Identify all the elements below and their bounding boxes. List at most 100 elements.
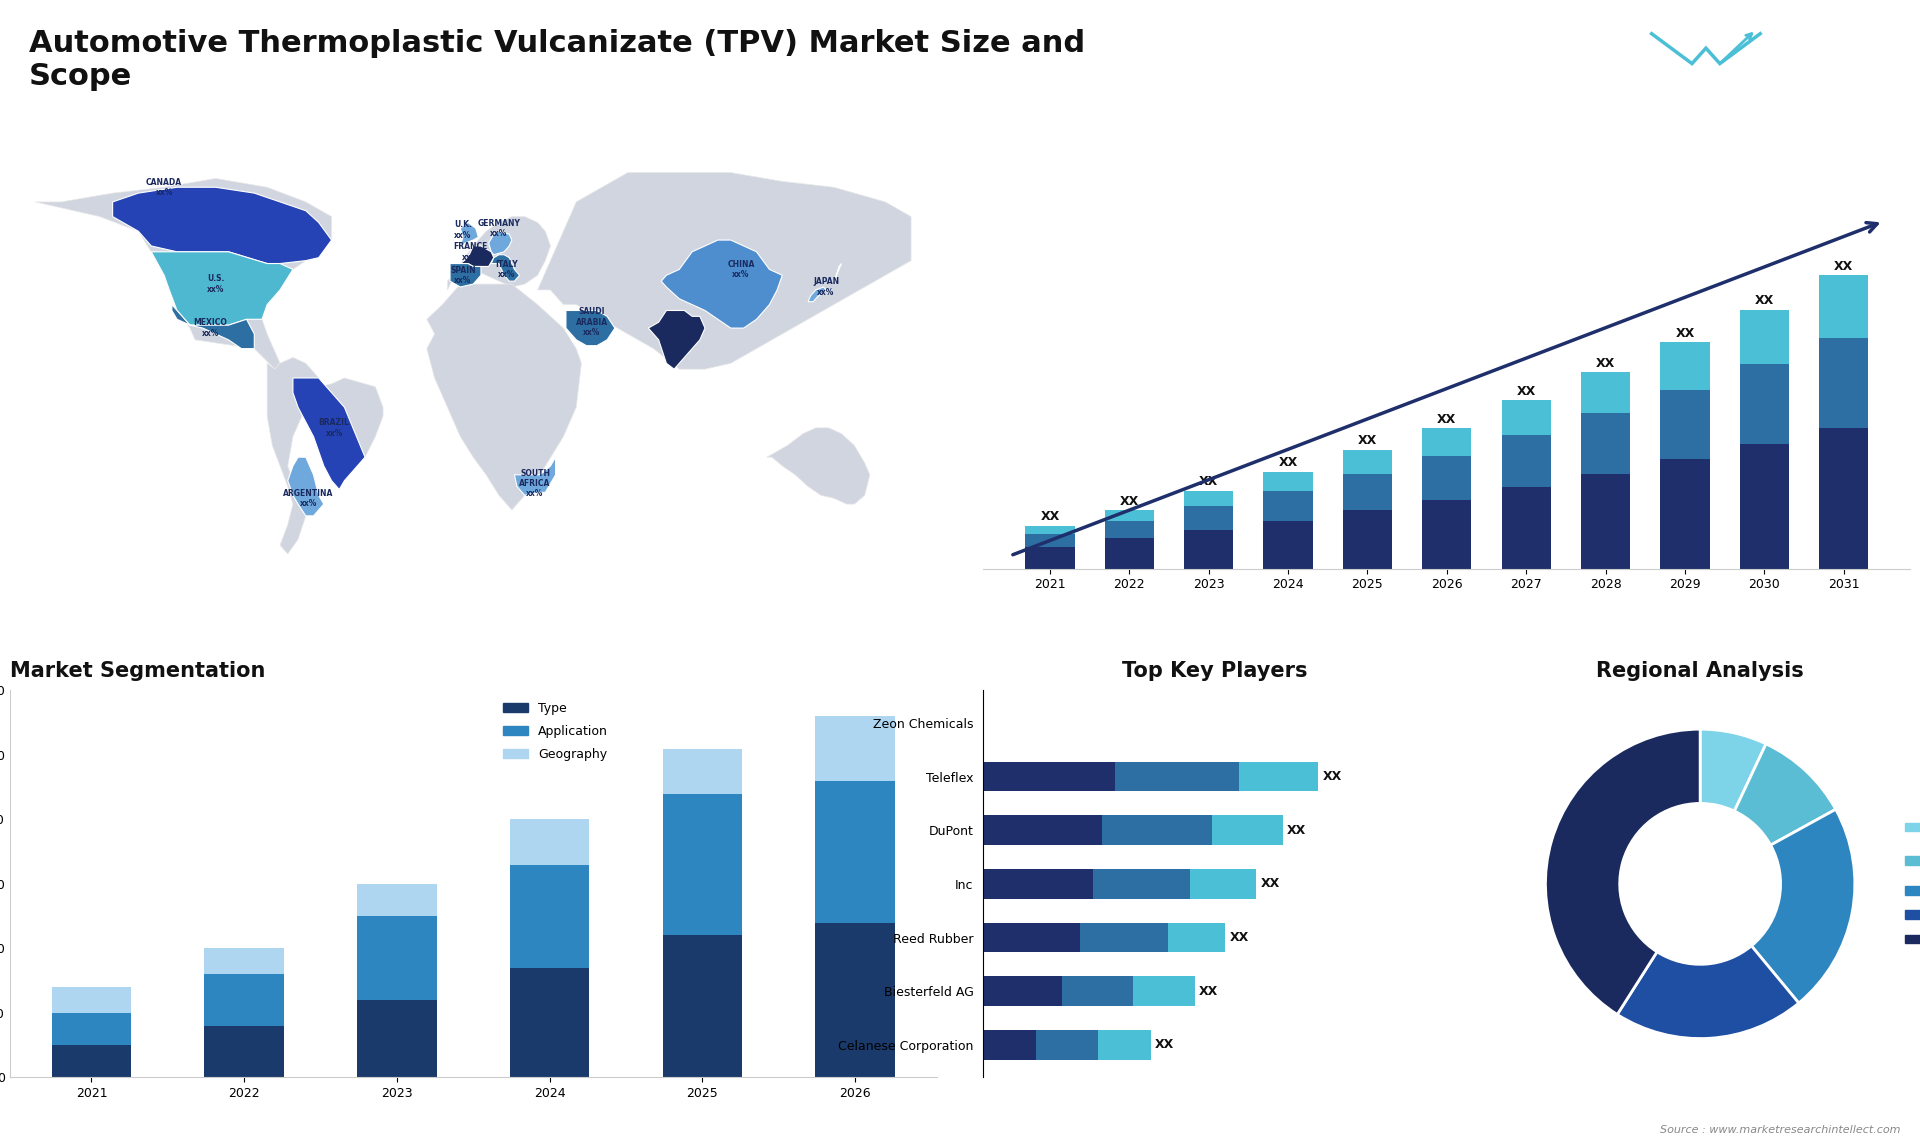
Bar xyxy=(1501,435,1551,487)
Bar xyxy=(511,819,589,864)
Polygon shape xyxy=(649,311,705,369)
Bar xyxy=(1102,816,1212,845)
Bar xyxy=(1423,500,1471,568)
Bar xyxy=(511,864,589,967)
Text: XX: XX xyxy=(1755,295,1774,307)
Wedge shape xyxy=(1617,945,1799,1038)
Title: Regional Analysis: Regional Analysis xyxy=(1596,660,1805,681)
Polygon shape xyxy=(447,217,551,290)
Bar xyxy=(1740,309,1789,363)
Polygon shape xyxy=(449,264,480,286)
Polygon shape xyxy=(833,264,841,281)
Text: XX: XX xyxy=(1834,260,1853,273)
Bar xyxy=(1818,429,1868,568)
Bar xyxy=(1212,816,1283,845)
Bar xyxy=(983,923,1081,952)
Bar xyxy=(1104,510,1154,521)
Text: INDIA
xx%: INDIA xx% xyxy=(666,330,691,350)
Bar xyxy=(1037,1030,1098,1060)
Text: CANADA
xx%: CANADA xx% xyxy=(146,178,182,197)
Polygon shape xyxy=(660,240,781,328)
Bar xyxy=(1661,343,1709,390)
Bar xyxy=(1342,473,1392,510)
Bar xyxy=(1185,507,1233,529)
Bar xyxy=(204,974,284,1026)
Bar xyxy=(662,748,741,794)
Polygon shape xyxy=(515,457,555,495)
Text: MARKET: MARKET xyxy=(1789,36,1836,45)
Wedge shape xyxy=(1734,744,1836,845)
Text: XX: XX xyxy=(1438,413,1457,426)
Bar xyxy=(1133,976,1194,1006)
Text: MEXICO
xx%: MEXICO xx% xyxy=(194,319,227,338)
Text: XX: XX xyxy=(1041,510,1060,523)
Bar xyxy=(1238,762,1317,791)
Polygon shape xyxy=(461,246,493,267)
Text: XX: XX xyxy=(1200,476,1219,488)
Bar xyxy=(52,987,131,1013)
Wedge shape xyxy=(1699,729,1766,811)
Polygon shape xyxy=(538,173,912,369)
Bar xyxy=(204,949,284,974)
Text: Automotive Thermoplastic Vulcanizate (TPV) Market Size and
Scope: Automotive Thermoplastic Vulcanizate (TP… xyxy=(29,29,1085,92)
Bar xyxy=(816,780,895,923)
Bar xyxy=(1818,338,1868,429)
Bar xyxy=(511,967,589,1077)
Bar xyxy=(983,869,1092,898)
Text: XX: XX xyxy=(1286,824,1306,837)
Bar xyxy=(1263,490,1313,521)
Wedge shape xyxy=(1751,809,1855,1003)
Text: XX: XX xyxy=(1323,770,1342,783)
Bar xyxy=(1818,275,1868,338)
Text: JAPAN
xx%: JAPAN xx% xyxy=(812,277,839,297)
Text: BRAZIL
xx%: BRAZIL xx% xyxy=(319,418,349,438)
Bar xyxy=(52,1045,131,1077)
Text: XX: XX xyxy=(1200,984,1219,998)
Bar xyxy=(1740,363,1789,444)
Circle shape xyxy=(1620,803,1780,964)
Text: CHINA
xx%: CHINA xx% xyxy=(728,260,755,280)
Polygon shape xyxy=(288,457,324,516)
Text: RESEARCH: RESEARCH xyxy=(1789,50,1847,61)
Bar xyxy=(204,1026,284,1077)
Text: FRANCE
xx%: FRANCE xx% xyxy=(453,242,488,261)
Bar xyxy=(1580,414,1630,473)
Bar xyxy=(1081,923,1167,952)
Polygon shape xyxy=(566,311,614,346)
Bar xyxy=(1062,976,1133,1006)
Polygon shape xyxy=(766,427,870,504)
Text: SOUTH
AFRICA
xx%: SOUTH AFRICA xx% xyxy=(518,469,551,499)
Text: SAUDI
ARABIA
xx%: SAUDI ARABIA xx% xyxy=(576,307,609,337)
Bar xyxy=(1342,510,1392,568)
Bar xyxy=(983,1030,1037,1060)
Polygon shape xyxy=(461,222,478,246)
Text: Source : www.marketresearchintellect.com: Source : www.marketresearchintellect.com xyxy=(1661,1124,1901,1135)
Bar xyxy=(662,935,741,1077)
Bar xyxy=(1104,521,1154,539)
Text: U.K.
xx%: U.K. xx% xyxy=(453,220,472,240)
Bar xyxy=(662,794,741,935)
Bar xyxy=(1263,521,1313,568)
Polygon shape xyxy=(490,231,513,254)
Bar xyxy=(1423,429,1471,456)
Polygon shape xyxy=(294,378,365,489)
Bar xyxy=(1740,444,1789,568)
Polygon shape xyxy=(267,358,384,554)
Bar xyxy=(1116,762,1238,791)
Bar xyxy=(816,716,895,780)
Legend: Latin America, Middle East &
Africa, Asia Pacific, Europe, North America: Latin America, Middle East & Africa, Asi… xyxy=(1899,816,1920,951)
Polygon shape xyxy=(173,305,253,348)
Bar xyxy=(983,816,1102,845)
Bar xyxy=(1342,450,1392,473)
Text: XX: XX xyxy=(1279,456,1298,469)
Text: XX: XX xyxy=(1156,1038,1175,1051)
Text: Market Segmentation: Market Segmentation xyxy=(10,660,265,681)
Bar xyxy=(1025,547,1075,568)
Bar xyxy=(357,884,436,916)
Text: XX: XX xyxy=(1596,356,1615,370)
Bar xyxy=(1190,869,1256,898)
Bar xyxy=(1098,1030,1150,1060)
Bar xyxy=(1185,529,1233,568)
Text: U.S.
xx%: U.S. xx% xyxy=(207,274,225,293)
Polygon shape xyxy=(113,187,332,264)
